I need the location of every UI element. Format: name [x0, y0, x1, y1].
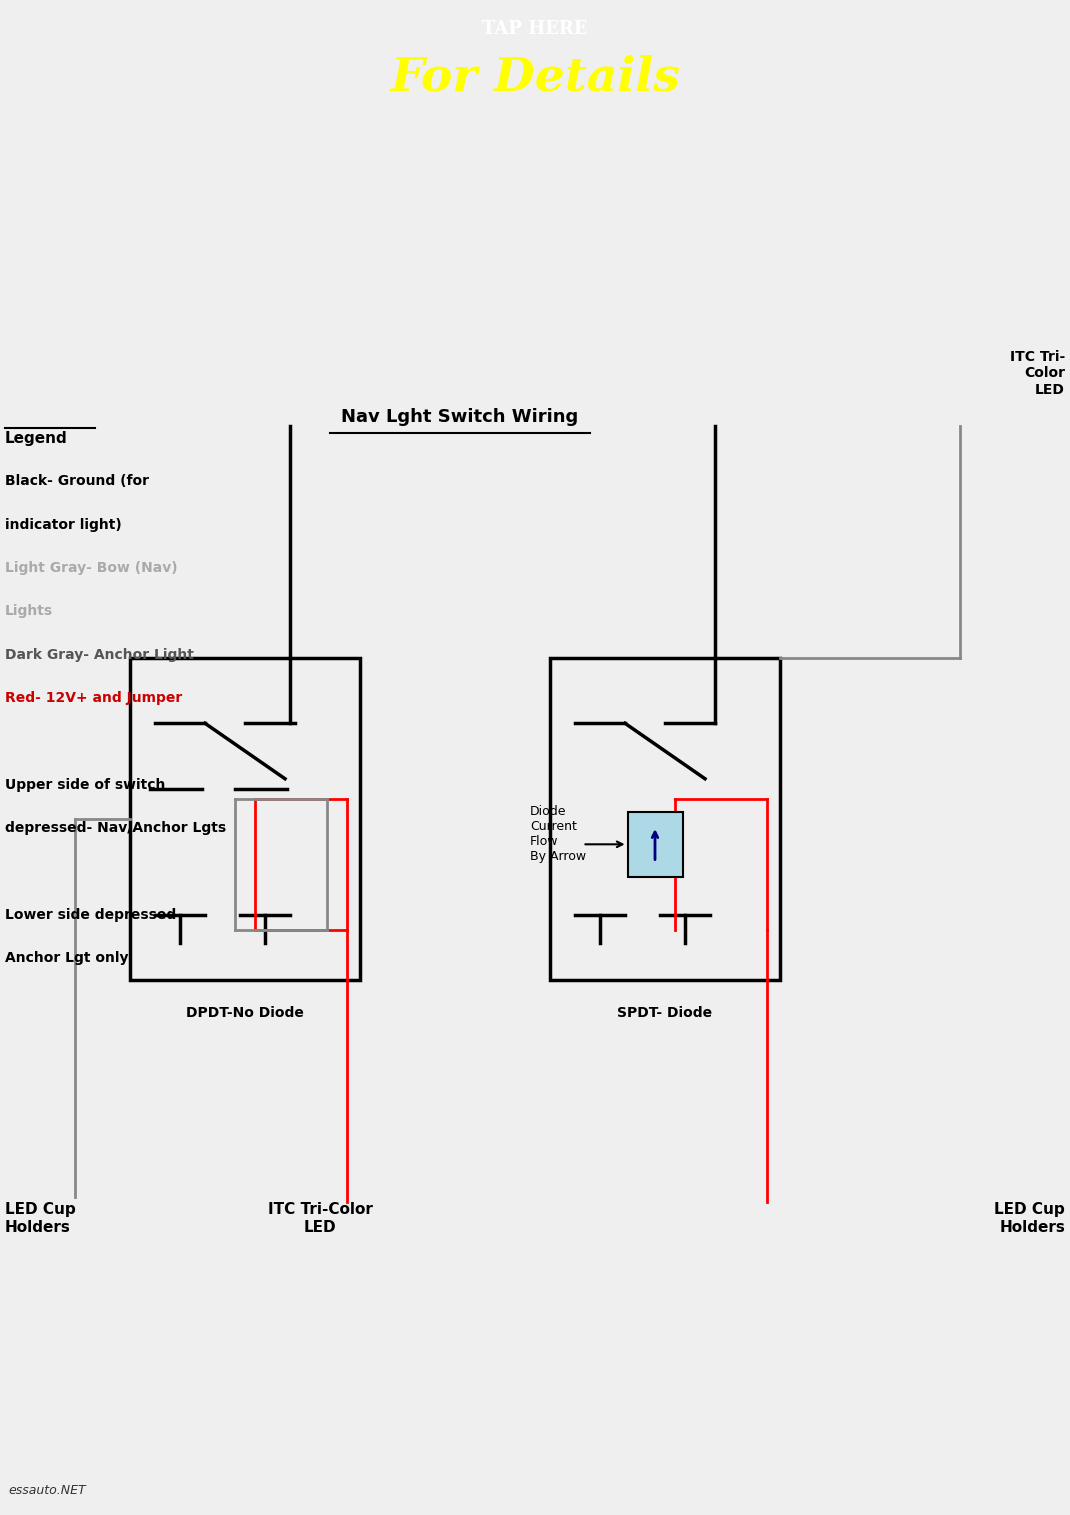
Text: essauto.NET: essauto.NET — [7, 1483, 86, 1497]
Text: Red- 12V+ and Jumper: Red- 12V+ and Jumper — [5, 691, 182, 704]
Text: For Details: For Details — [389, 55, 681, 100]
Text: DPDT-No Diode: DPDT-No Diode — [186, 1006, 304, 1020]
Text: Dark Gray- Anchor Light: Dark Gray- Anchor Light — [5, 647, 194, 662]
Text: Light Gray- Bow (Nav): Light Gray- Bow (Nav) — [5, 561, 178, 574]
Text: Diode
Current
Flow
By Arrow: Diode Current Flow By Arrow — [530, 806, 586, 864]
Text: SPDT- Diode: SPDT- Diode — [617, 1006, 713, 1020]
Text: Nav Lght Switch Wiring: Nav Lght Switch Wiring — [341, 408, 579, 426]
Text: TAP HERE: TAP HERE — [483, 20, 587, 38]
Text: Legend: Legend — [5, 430, 67, 445]
Text: Black- Ground (for: Black- Ground (for — [5, 474, 149, 488]
Text: Lights: Lights — [5, 604, 54, 618]
Text: LED Cup
Holders: LED Cup Holders — [5, 1203, 76, 1235]
Text: ITC Tri-Color
LED: ITC Tri-Color LED — [268, 1203, 372, 1235]
Text: depressed- Nav/Anchor Lgts: depressed- Nav/Anchor Lgts — [5, 821, 226, 835]
Text: indicator light): indicator light) — [5, 518, 122, 532]
Text: LED Cup
Holders: LED Cup Holders — [994, 1203, 1065, 1235]
Text: Anchor Lgt only: Anchor Lgt only — [5, 951, 128, 965]
Bar — [627, 812, 683, 877]
Text: Lower side depressed-: Lower side depressed- — [5, 907, 182, 921]
Text: ITC Tri-
Color
LED: ITC Tri- Color LED — [1010, 350, 1065, 397]
Text: Upper side of switch: Upper side of switch — [5, 777, 166, 792]
